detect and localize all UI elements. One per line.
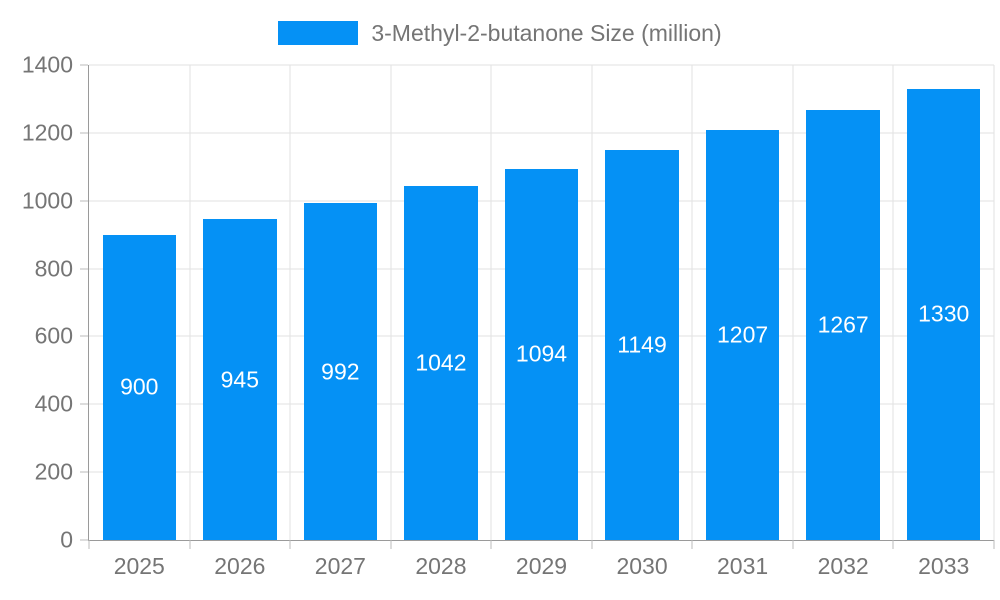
y-axis-tick: [80, 64, 88, 66]
bar-value-label: 1042: [415, 349, 467, 376]
y-axis-tick: [80, 335, 88, 337]
y-axis-tick: [80, 403, 88, 405]
x-axis-label: 2032: [817, 553, 869, 579]
y-axis-label: 1000: [21, 187, 73, 214]
x-axis-label: 2033: [918, 553, 970, 579]
y-axis-label: 1200: [21, 119, 73, 146]
x-gridline: [892, 65, 894, 540]
x-axis-tick: [892, 540, 894, 549]
y-axis-tick: [80, 471, 88, 473]
bar-value-label: 1267: [817, 311, 869, 338]
bar-value-label: 992: [321, 358, 360, 385]
y-axis-label: 1400: [21, 51, 73, 78]
y-axis-label: 600: [34, 322, 73, 349]
y-axis-label: 200: [34, 458, 73, 485]
x-axis-label: 2026: [214, 553, 266, 579]
bar[interactable]: 1149: [605, 150, 679, 540]
x-axis-label: 2027: [314, 553, 366, 579]
bar[interactable]: 1042: [404, 186, 478, 540]
legend[interactable]: 3-Methyl-2-butanone Size (million): [0, 20, 1000, 46]
y-axis-tick: [80, 268, 88, 270]
bar-value-label: 900: [120, 373, 159, 400]
bar[interactable]: 1267: [806, 110, 880, 540]
x-axis-tick: [792, 540, 794, 549]
bar[interactable]: 945: [203, 219, 277, 540]
x-axis-label: 2031: [717, 553, 769, 579]
bar[interactable]: 900: [102, 234, 176, 540]
x-gridline: [189, 65, 191, 540]
y-gridline: [89, 132, 994, 134]
x-axis-label: 2028: [415, 553, 467, 579]
x-gridline: [289, 65, 291, 540]
bar-value-label: 945: [220, 366, 259, 393]
x-axis-label: 2029: [515, 553, 568, 579]
x-axis-tick: [189, 540, 191, 549]
bar-value-label: 1330: [918, 300, 970, 327]
x-axis-tick: [490, 540, 492, 549]
plot-area: 0 200 400 600 800 1000 1200 1400 900 2025 945 2026 9…: [22, 53, 995, 578]
x-axis-tick: [88, 540, 90, 549]
x-gridline: [993, 65, 995, 540]
bar[interactable]: 992: [303, 203, 378, 540]
x-gridline: [490, 65, 492, 540]
x-axis-tick: [289, 540, 291, 549]
x-gridline: [691, 65, 693, 540]
y-gridline: [89, 64, 994, 66]
y-axis-tick: [80, 132, 88, 134]
bar[interactable]: 1330: [907, 88, 981, 540]
bar-value-label: 1094: [515, 340, 568, 367]
y-axis-tick: [80, 200, 88, 202]
bar[interactable]: 1094: [504, 168, 579, 540]
bar[interactable]: 1207: [705, 130, 780, 540]
legend-swatch-icon: [278, 21, 359, 45]
x-axis-tick: [691, 540, 693, 549]
x-axis-tick: [390, 540, 392, 549]
y-axis-tick: [80, 539, 88, 541]
y-axis-label: 0: [60, 526, 73, 553]
bar-value-label: 1207: [717, 321, 769, 348]
bar-value-label: 1149: [617, 331, 667, 358]
x-axis-label: 2025: [113, 553, 165, 579]
x-axis-label: 2030: [616, 553, 668, 579]
x-gridline: [390, 65, 392, 540]
legend-label: 3-Methyl-2-butanone Size (million): [371, 19, 722, 46]
x-axis-tick: [993, 540, 995, 549]
x-axis-tick: [591, 540, 593, 549]
x-gridline: [591, 65, 593, 540]
y-axis-label: 800: [34, 255, 73, 282]
x-gridline: [792, 65, 794, 540]
y-axis-label: 400: [34, 390, 73, 417]
